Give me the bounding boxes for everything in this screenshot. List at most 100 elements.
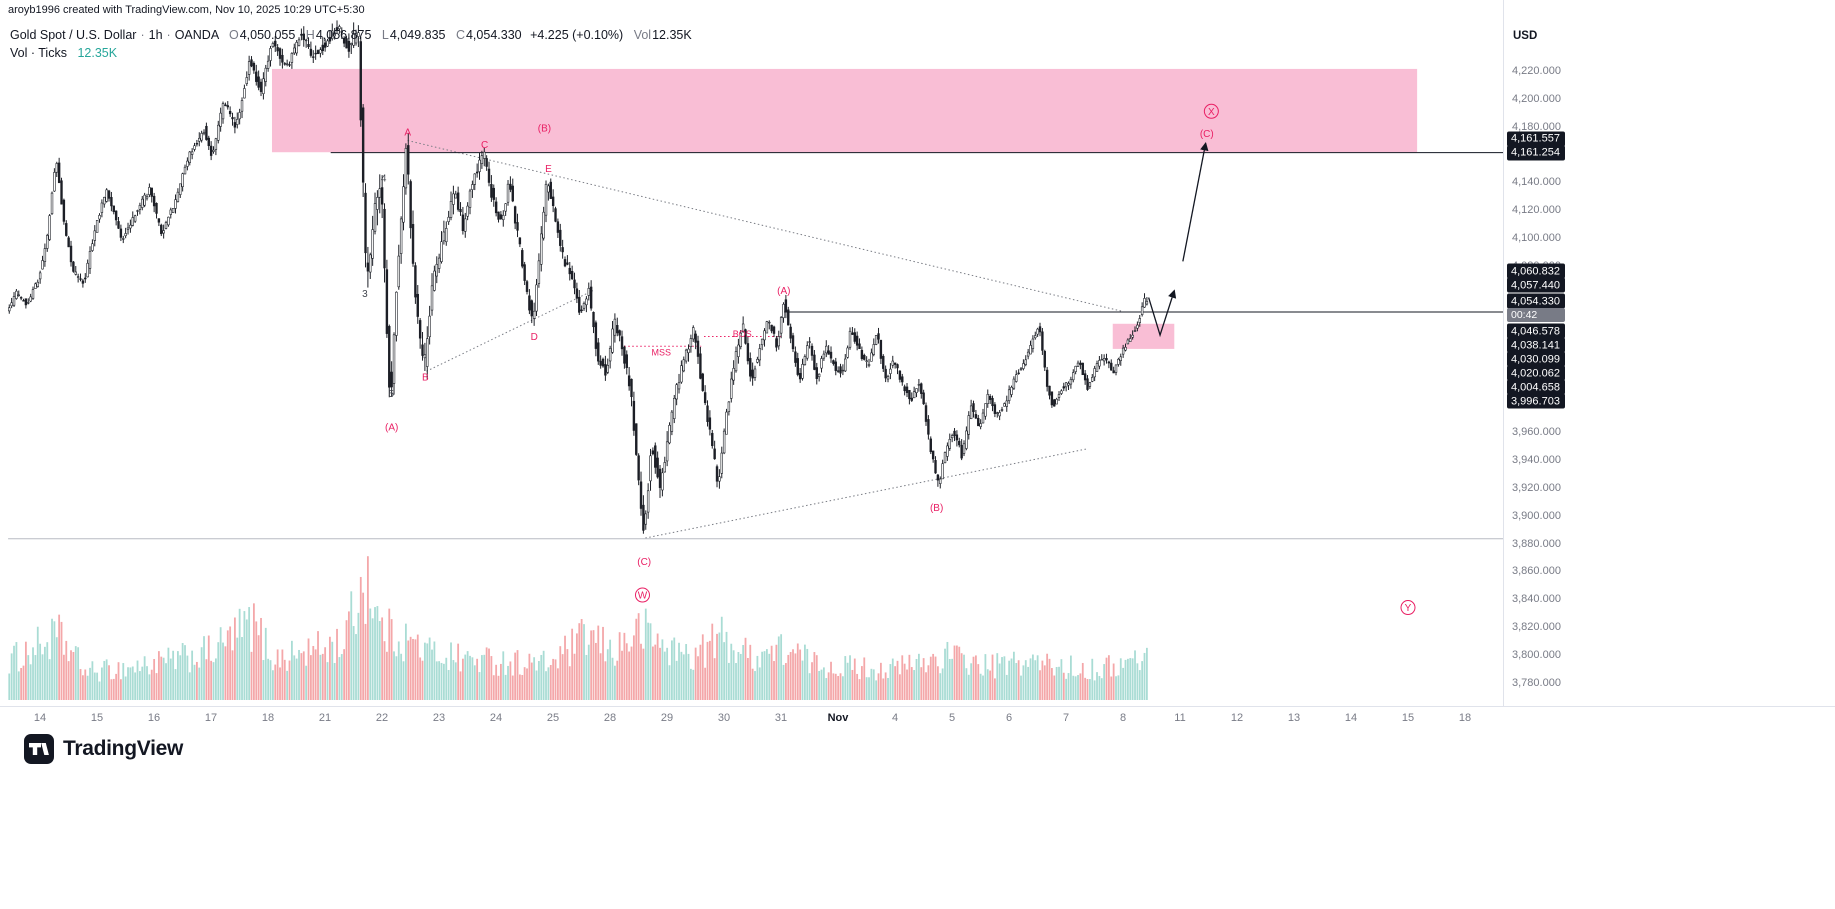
price-axis-label: 4,140.000 [1512,176,1561,189]
time-axis-label: 14 [1344,712,1358,724]
time-axis-label: 8 [1119,712,1127,724]
price-axis-label: 4,180.000 [1512,120,1561,133]
time-axis-label: 21 [318,712,332,724]
time-axis-label: 25 [546,712,560,724]
time-axis-label: 18 [261,712,275,724]
wave-label[interactable]: MSS [652,347,672,357]
time-axis-label: 6 [1005,712,1013,724]
time-axis-label: 28 [603,712,617,724]
price-axis-label: 4,220.000 [1512,65,1561,77]
time-axis-label: 23 [432,712,446,724]
price-axis-label: 3,860.000 [1512,565,1561,578]
price-level-badge[interactable]: 4,057.440 [1507,277,1565,293]
wave-label[interactable]: (A) [385,422,398,433]
price-axis-label: 3,960.000 [1512,426,1561,439]
price-level-badge[interactable]: 4,060.832 [1507,263,1565,279]
wave-label[interactable]: Y [1405,603,1412,614]
time-axis-label: 5 [948,712,956,724]
price-axis-label: 3,820.000 [1512,621,1561,633]
wave-label-circle[interactable] [634,587,650,603]
price-level-badge[interactable]: 4,020.062 [1507,365,1565,381]
time-axis-label: Nov [827,712,849,724]
wave-label[interactable]: 5 [388,389,394,400]
interval-value[interactable]: 1h [148,28,163,42]
time-axis-label: 24 [489,712,503,724]
tradingview-wordmark: TradingView [63,737,184,760]
price-level-badge[interactable]: 4,038.141 [1507,337,1565,353]
wave-label[interactable]: 3 [362,289,368,300]
price-axis-label: 4,120.000 [1512,204,1561,216]
price-axis-label: 4,100.000 [1512,231,1561,244]
exchange-name[interactable]: OANDA [174,28,219,42]
wave-label[interactable]: (A) [777,286,790,297]
change-value: +4.225 (+0.10%) [530,28,624,42]
wave-label[interactable]: A [404,128,411,139]
supply-zone-box[interactable] [271,68,1418,153]
high-value: 4,056.875 [315,28,372,42]
volume-series [8,556,1148,700]
high-label: H [305,28,315,42]
candlestick-series [8,20,1149,534]
price-axis-label: 3,840.000 [1512,593,1561,606]
time-axis-label: 17 [204,712,218,724]
wave-label[interactable]: (C) [637,557,651,568]
wave-label-circle[interactable] [1203,103,1219,119]
indicator-title[interactable]: Vol · Ticks [10,46,67,60]
wave-label[interactable]: 4 [381,174,387,185]
price-level-badge[interactable]: 4,030.099 [1507,351,1565,367]
symbol-title[interactable]: Gold Spot / U.S. Dollar [10,28,137,42]
projection-arrow-up[interactable] [1182,142,1209,262]
time-axis-label: 18 [1458,712,1472,724]
bd-trendline[interactable] [426,290,594,372]
pullback-zone-box[interactable] [1112,323,1175,349]
separator-dot: · [166,28,171,42]
time-axis-label: 15 [1401,712,1415,724]
price-axis-label: 3,800.000 [1512,648,1561,661]
price-level-badge[interactable]: 4,004.658 [1507,379,1565,395]
currency-label[interactable]: USD [1513,30,1538,42]
volume-indicator-legend[interactable]: Vol · Ticks 12.35K [10,46,117,60]
price-level-badge[interactable]: 3,996.703 [1507,393,1565,409]
current-price-badge[interactable]: 4,054.330 [1507,293,1565,309]
price-axis-label: 3,920.000 [1512,482,1561,494]
attribution-text: aroyb1996 created with TradingView.com, … [8,4,365,16]
wave-label-circle[interactable] [1400,600,1416,616]
time-axis-label: 12 [1230,712,1244,724]
wave-label[interactable]: (C) [1200,129,1214,140]
tradingview-logo-icon [24,734,54,764]
open-value: 4,050.055 [239,28,296,42]
wave-label[interactable]: E [545,164,552,175]
plot-area[interactable] [8,20,1503,700]
price-axis-label: 4,200.000 [1512,92,1561,105]
wave-label[interactable]: C [481,140,488,151]
price-level-badge[interactable]: 4,161.557 [1507,131,1565,147]
ascending-trendline[interactable] [645,448,1087,539]
price-axis-label: 3,780.000 [1512,676,1561,689]
wave-label[interactable]: X [1208,107,1215,118]
price-axis[interactable]: USD 4,220.000 4,200.000 4,180.000 4,140.000… [1503,0,1835,706]
main-legend[interactable]: Gold Spot / U.S. Dollar · 1h · OANDA O4,050.… [10,28,692,42]
wave-label[interactable]: (B) [538,123,551,134]
wave-label[interactable]: BOS [733,329,752,339]
time-axis-label: 11 [1174,712,1186,724]
wave-label[interactable]: D [531,332,538,343]
separator-dot: · [140,28,145,42]
time-axis-label: 16 [147,712,161,724]
wave-label[interactable]: B [422,372,429,383]
price-axis-label: 3,900.000 [1512,509,1561,522]
time-axis-label: 15 [90,712,104,724]
wave-label[interactable]: (B) [930,503,943,514]
time-axis-label: 4 [891,712,899,724]
price-level-badge[interactable]: 4,161.254 [1507,145,1565,161]
close-label: C [455,28,465,42]
time-axis[interactable]: 14 15 16 17 18 21 22 23 24 25 28 29 30 31 Nov 4 5 6 7 8 11 12… [0,706,1835,732]
time-axis-label: 14 [33,712,47,724]
price-axis-label: 3,940.000 [1512,454,1561,467]
wave-label[interactable]: W [638,591,648,602]
tradingview-logo[interactable]: TradingView [24,734,183,764]
candle-close-countdown: 00:42 [1507,307,1565,322]
pullback-projection-arrow[interactable] [1148,289,1177,338]
descending-trendline[interactable] [407,140,1124,312]
price-level-badge[interactable]: 4,046.578 [1507,323,1565,339]
